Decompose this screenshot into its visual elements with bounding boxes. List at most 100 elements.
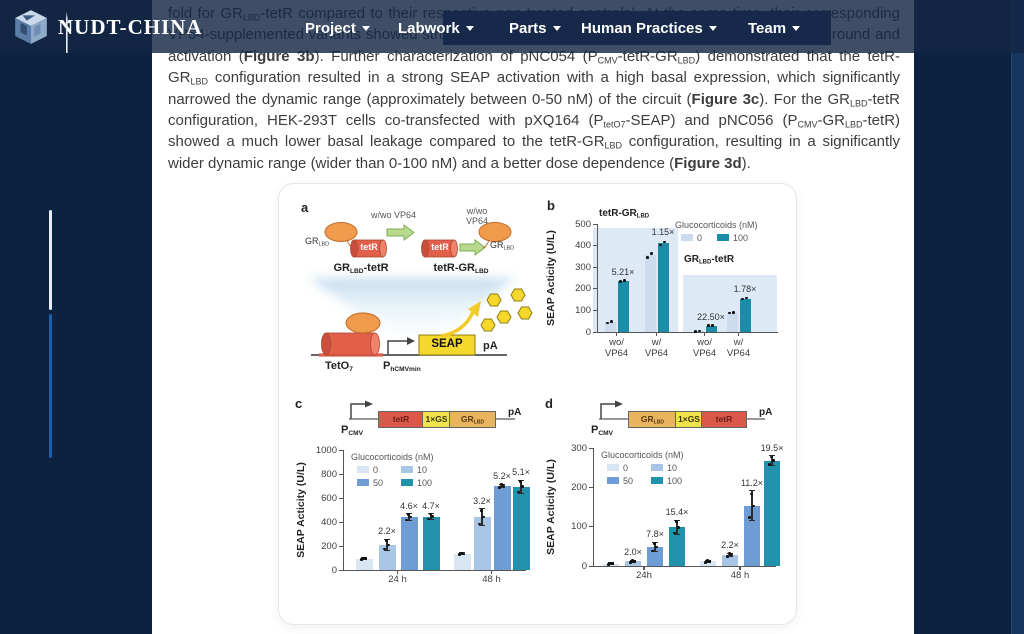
nav-item-label: Human Practices [581,20,703,37]
x-tick [615,332,618,336]
error-bar-cap [459,554,465,556]
data-point [704,560,707,564]
y-tick-label: 500 [575,218,591,230]
panel-a-label-wwo2: w/wo VP64 [465,206,489,226]
y-axis-title: SEAP Acticity (U/L) [295,462,307,558]
y-tick-label: 800 [321,468,337,480]
y-tick-label: 100 [571,521,587,533]
legend-title: Glucocorticoids (nM) [601,450,684,460]
data-point [383,547,386,551]
data-point [482,515,485,519]
error-bar-cap [518,492,524,494]
y-tick-label: 0 [581,560,587,572]
x-category-label: 24h [636,570,652,581]
team-logo-cube-icon [15,10,47,44]
bar-series-100 [764,460,780,566]
fold-change-label: 19.5× [760,442,784,453]
panel-a-label-gr-left: GRLBD [305,236,329,248]
data-point [458,553,461,556]
y-tick-label: 600 [321,492,337,504]
fold-change-label: 4.7× [422,500,440,511]
chevron-down-icon [792,26,801,31]
gr-lbd-domain-icon [324,222,358,242]
data-point [431,515,434,518]
bar-series-0 [355,558,373,570]
legend-label: 10 [667,463,678,473]
fold-change-label: 4.6× [400,500,418,511]
chevron-down-icon [465,26,474,31]
legend-label: 50 [373,478,384,488]
bar-series-0 [453,553,471,570]
error-bar-cap [674,534,680,536]
y-tick [589,526,593,528]
x-tick [396,570,399,574]
error-bar-cap [479,525,485,527]
data-point [646,255,649,259]
fold-change-label: 3.2× [473,495,491,506]
legend-label: 100 [733,233,749,243]
y-tick [339,473,343,475]
data-point [619,280,622,284]
secretion-arrow-icon [440,311,475,338]
data-point [728,552,731,556]
y-tick [339,569,343,571]
data-point [707,324,710,328]
error-bar-cap [406,520,412,522]
panel-a-label-pa: pA [483,340,498,352]
panel-a-label-panel-label: a [301,200,309,215]
data-point [655,545,658,549]
data-point [609,561,612,565]
legend-swatch [651,477,663,484]
data-point [607,562,610,566]
x-tick [737,332,740,336]
y-tick [339,449,343,451]
construct-diagram: GRLBD 1×GS tetR pA [595,398,775,432]
data-point [364,557,367,560]
fold-change-label: 1.15× [651,226,675,237]
nav-item-label: Parts [509,20,547,37]
fold-change-label: 2.2× [721,540,739,551]
bar-series-100 [512,486,530,570]
legend-label: 50 [623,476,634,486]
construct-box: tetR [701,411,747,428]
bar-series-50 [647,547,663,566]
x-tick [703,332,706,336]
data-point [698,329,701,333]
data-point [677,526,680,529]
fold-change-label: 7.8× [646,529,664,540]
nav-item-human-practices[interactable]: Human Practices [581,20,717,37]
y-tick-label: 400 [575,240,591,252]
nav-item-labwork[interactable]: Labwork [398,20,474,37]
fold-change-label: 2.2× [378,526,396,537]
brand[interactable]: NUDT-CHINA [12,6,203,53]
nav-item-team[interactable]: Team [748,20,801,37]
bar-series-50 [744,505,760,566]
legend-swatch [607,477,619,484]
data-point [741,297,744,301]
data-point [462,552,465,556]
data-point [427,517,430,521]
fold-change-label: 15.4× [665,507,689,518]
nav-item-parts[interactable]: Parts [509,20,561,37]
construct-box: 1×GS [422,411,451,428]
nav-item-project[interactable]: Project [305,20,370,37]
data-point [460,551,463,555]
error-bar-cap [361,559,367,561]
data-point [498,486,501,489]
construct-box: GRLBD [628,411,677,428]
x-category-label: w/VP64 [726,337,751,359]
chevron-down-icon [708,26,717,31]
data-point [650,252,653,255]
legend-swatch [357,479,369,486]
error-bar [654,542,656,552]
figure-panel-c: c SEAP Acticity (U/L) 0 200 400 600 800 1000 2.2… [289,394,537,618]
legend-swatch [401,479,413,486]
plot-area [597,224,778,333]
promoter-label: PCMV [591,424,613,437]
error-bar [386,539,388,551]
data-point [360,558,363,561]
data-point [726,554,729,558]
bar-series-50 [493,486,511,570]
legend-title: Glucocorticoids (nM) [351,452,434,462]
scrollbar-track[interactable] [1011,0,1024,634]
